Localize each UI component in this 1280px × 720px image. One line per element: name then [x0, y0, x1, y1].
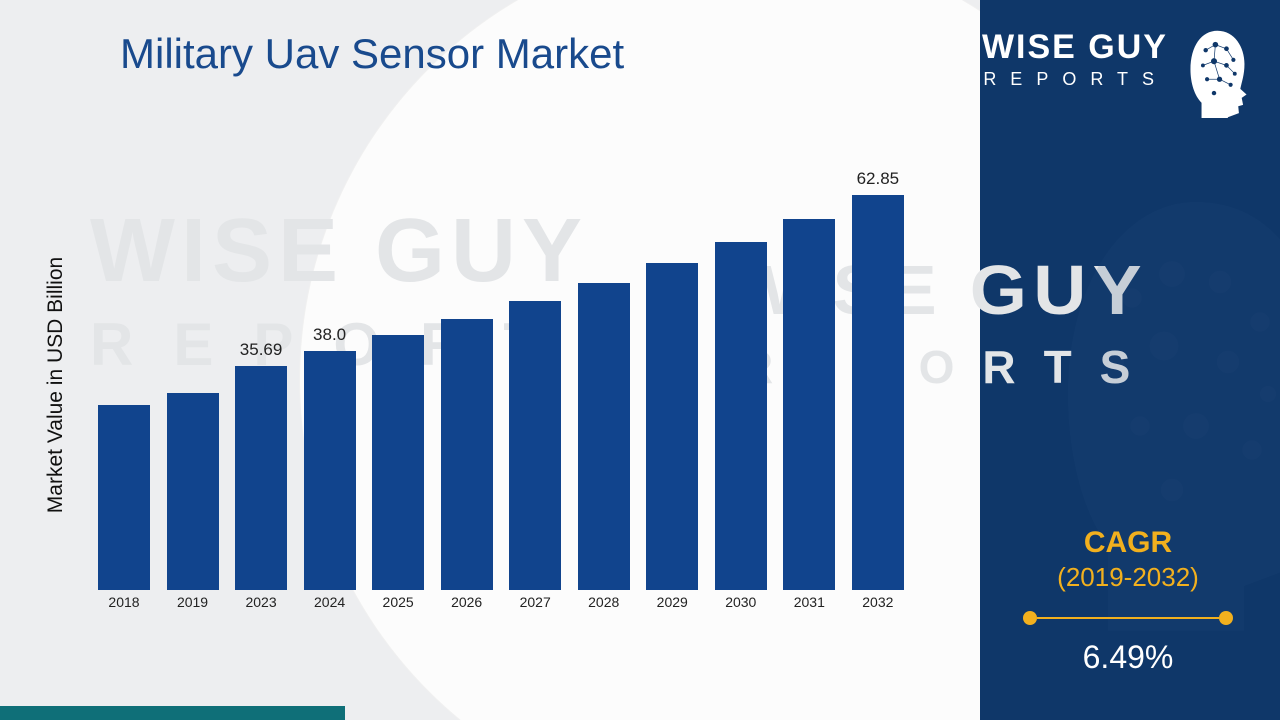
- bar-rect: [98, 405, 150, 590]
- bar: [578, 283, 630, 590]
- x-tick-label: 2030: [715, 594, 767, 620]
- bar: [98, 405, 150, 590]
- rule-line: [1037, 617, 1219, 619]
- bar-rect: [715, 242, 767, 590]
- x-tick-label: 2019: [167, 594, 219, 620]
- bar: [509, 301, 561, 590]
- logo-line1: WISE GUY: [982, 28, 1168, 67]
- bar: [372, 335, 424, 590]
- bar-rect: [783, 219, 835, 590]
- bar-rect: [372, 335, 424, 590]
- x-tick-label: 2029: [646, 594, 698, 620]
- infographic-stage: WISE GUY REPORTS WISE GUY REPORTS Milita…: [0, 0, 1280, 720]
- x-tick-label: 2018: [98, 594, 150, 620]
- dot-icon: [1219, 611, 1233, 625]
- bars-container: 35.69 38.0 62.85: [92, 150, 910, 590]
- x-tick-label: 2025: [372, 594, 424, 620]
- logo-head-icon: [1178, 28, 1250, 118]
- bar-rect: [441, 319, 493, 590]
- cagr-block: CAGR (2019-2032) 6.49%: [1008, 526, 1248, 676]
- bar: [441, 319, 493, 590]
- bar-rect: [852, 195, 904, 590]
- bar: [715, 242, 767, 590]
- bar: [783, 219, 835, 590]
- x-tick-label: 2026: [441, 594, 493, 620]
- bar-rect: [167, 393, 219, 590]
- dot-icon: [1023, 611, 1037, 625]
- bar: [167, 393, 219, 590]
- brand-logo: WISE GUY REPORTS: [982, 28, 1250, 118]
- cagr-divider: [1023, 611, 1233, 625]
- plot-area: 35.69 38.0 62.85: [92, 150, 910, 590]
- bar-value-label: 35.69: [240, 340, 283, 360]
- x-tick-label: 2028: [578, 594, 630, 620]
- x-tick-label: 2032: [852, 594, 904, 620]
- bar-rect: [235, 366, 287, 590]
- x-axis-labels: 2018 2019 2023 2024 2025 2026 2027 2028 2029 2030…: [92, 594, 910, 620]
- bar-rect: [646, 263, 698, 590]
- x-tick-label: 2024: [304, 594, 356, 620]
- y-axis-label: Market Value in USD Billion: [44, 257, 68, 513]
- bar-value-label: 38.0: [313, 325, 346, 345]
- bar-rect: [304, 351, 356, 590]
- cagr-value: 6.49%: [1008, 639, 1248, 676]
- page-title: Military Uav Sensor Market: [120, 30, 624, 78]
- logo-line2: REPORTS: [982, 69, 1168, 90]
- x-tick-label: 2023: [235, 594, 287, 620]
- x-tick-label: 2027: [509, 594, 561, 620]
- bar-rect: [509, 301, 561, 590]
- bar: [646, 263, 698, 590]
- bar: 62.85: [852, 195, 904, 590]
- bar-chart: Market Value in USD Billion 35.6938.062.…: [70, 150, 910, 620]
- footer-accent-strip: [0, 706, 345, 720]
- bar-value-label: 62.85: [857, 169, 900, 189]
- bar: 38.0: [304, 351, 356, 590]
- cagr-period: (2019-2032): [1008, 562, 1248, 593]
- x-tick-label: 2031: [783, 594, 835, 620]
- bar-rect: [578, 283, 630, 590]
- cagr-title: CAGR: [1008, 526, 1248, 560]
- bar: 35.69: [235, 366, 287, 590]
